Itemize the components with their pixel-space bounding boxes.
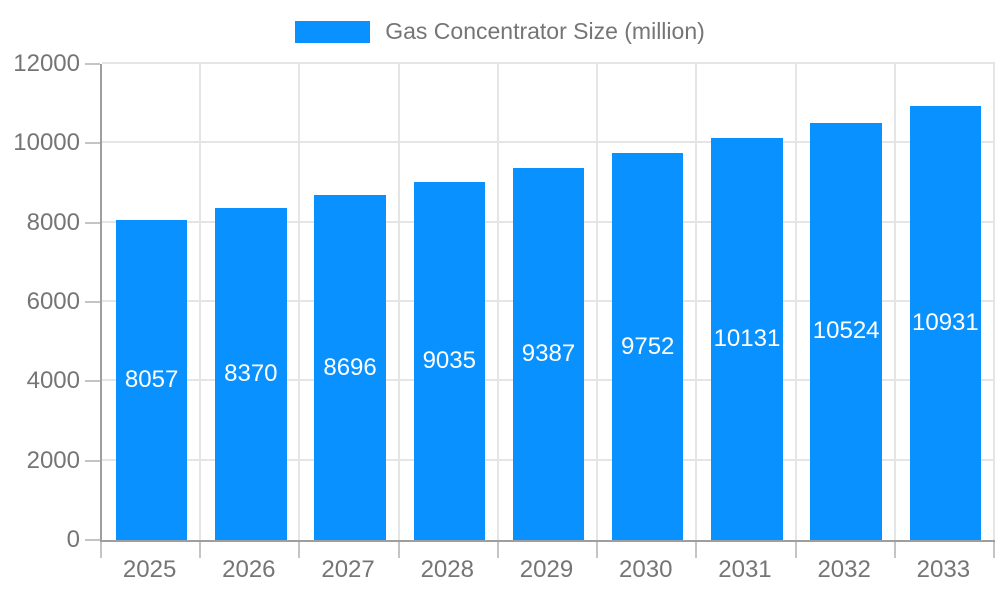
- x-axis-tick-label: 2027: [321, 556, 375, 583]
- gridline-vertical: [596, 64, 599, 540]
- bar-value-label: 9035: [422, 346, 476, 374]
- y-axis-tick-label: 12000: [13, 50, 80, 77]
- x-axis-tick-label: 2028: [420, 556, 474, 583]
- bar-value-label: 10131: [713, 325, 781, 353]
- bar: 8057: [115, 220, 188, 540]
- legend: Gas Concentrator Size (million): [0, 18, 1000, 45]
- x-axis-tick: [794, 542, 797, 558]
- bar-value-label: 8057: [124, 366, 179, 394]
- legend-swatch: [295, 20, 371, 43]
- x-axis-tick: [596, 542, 599, 558]
- gridline-vertical: [199, 64, 202, 540]
- gridline-vertical: [397, 64, 400, 540]
- x-axis-tick: [100, 542, 102, 558]
- x-axis-tick: [695, 542, 698, 558]
- bar: 10131: [711, 138, 783, 540]
- y-axis-tick: [85, 221, 100, 224]
- bar-slot: 9752: [598, 64, 697, 540]
- x-axis-tick: [993, 542, 995, 558]
- gridline-vertical: [993, 64, 995, 540]
- y-axis-tick-label: 6000: [26, 288, 80, 315]
- bar-value-label: 8696: [323, 353, 377, 381]
- gridline-vertical: [695, 64, 698, 540]
- x-axis-tick-label: 2031: [718, 556, 772, 583]
- y-axis: 0 2000 4000 6000 8000 10000 12000: [0, 50, 80, 553]
- bar-value-label: 10524: [812, 317, 880, 345]
- x-axis-tick-label: 2032: [817, 556, 871, 583]
- gridline-vertical: [893, 64, 896, 540]
- bar-slot: 10524: [797, 64, 896, 540]
- x-axis-tick: [298, 542, 301, 558]
- bar-slot: 9387: [499, 64, 598, 540]
- bar-value-label: 8370: [224, 360, 278, 387]
- bar-value-label: 9387: [521, 339, 576, 367]
- y-axis-tick-label: 10000: [13, 129, 80, 157]
- bar: 9752: [612, 153, 684, 540]
- bar: 9387: [512, 167, 585, 540]
- x-axis-tick-label: 2033: [916, 556, 971, 583]
- y-axis-tick: [85, 539, 100, 541]
- gridline-vertical: [298, 64, 301, 540]
- x-axis-tick: [893, 542, 896, 558]
- y-axis-tick-label: 8000: [26, 208, 80, 236]
- bar: 10931: [909, 106, 982, 540]
- x-axis-tick-label: 2030: [619, 556, 673, 583]
- bar: 8370: [215, 208, 287, 540]
- gridline-horizontal: [102, 141, 995, 144]
- y-axis-tick: [85, 142, 100, 145]
- bar-slot: 8696: [300, 64, 399, 540]
- bar-slot: 10131: [697, 64, 796, 540]
- x-axis-tick: [496, 542, 499, 558]
- bar: 9035: [413, 181, 485, 540]
- bar-slot: 9035: [400, 64, 499, 540]
- bar-value-label: 9752: [621, 332, 675, 360]
- legend-label: Gas Concentrator Size (million): [385, 18, 705, 44]
- bar: 10524: [810, 122, 882, 540]
- gridline-vertical: [794, 64, 797, 540]
- plot-area: 8057 8370 8696 9035 9387 9752 10131 10524 10931: [85, 62, 995, 558]
- x-axis-tick-label: 2029: [519, 556, 574, 583]
- y-axis-tick-label: 0: [66, 526, 80, 553]
- bar-slot: 8057: [102, 64, 201, 540]
- bar-value-label: 10931: [912, 309, 979, 337]
- y-axis-tick: [85, 301, 100, 303]
- gridline-horizontal: [102, 62, 995, 64]
- bar-slot: 10931: [896, 64, 995, 540]
- x-axis-tick: [199, 542, 202, 558]
- gridline-vertical: [496, 64, 499, 540]
- y-axis-tick: [85, 380, 100, 383]
- y-axis-tick: [85, 63, 100, 65]
- y-axis-tick-label: 2000: [26, 446, 80, 474]
- x-axis-tick-label: 2026: [222, 556, 276, 583]
- y-axis-tick-label: 4000: [26, 367, 80, 395]
- bar-slot: 8370: [201, 64, 300, 540]
- x-axis-tick: [397, 542, 400, 558]
- bar: 8696: [314, 195, 386, 540]
- y-axis-tick: [85, 459, 100, 462]
- x-axis-tick-label: 2025: [122, 556, 177, 583]
